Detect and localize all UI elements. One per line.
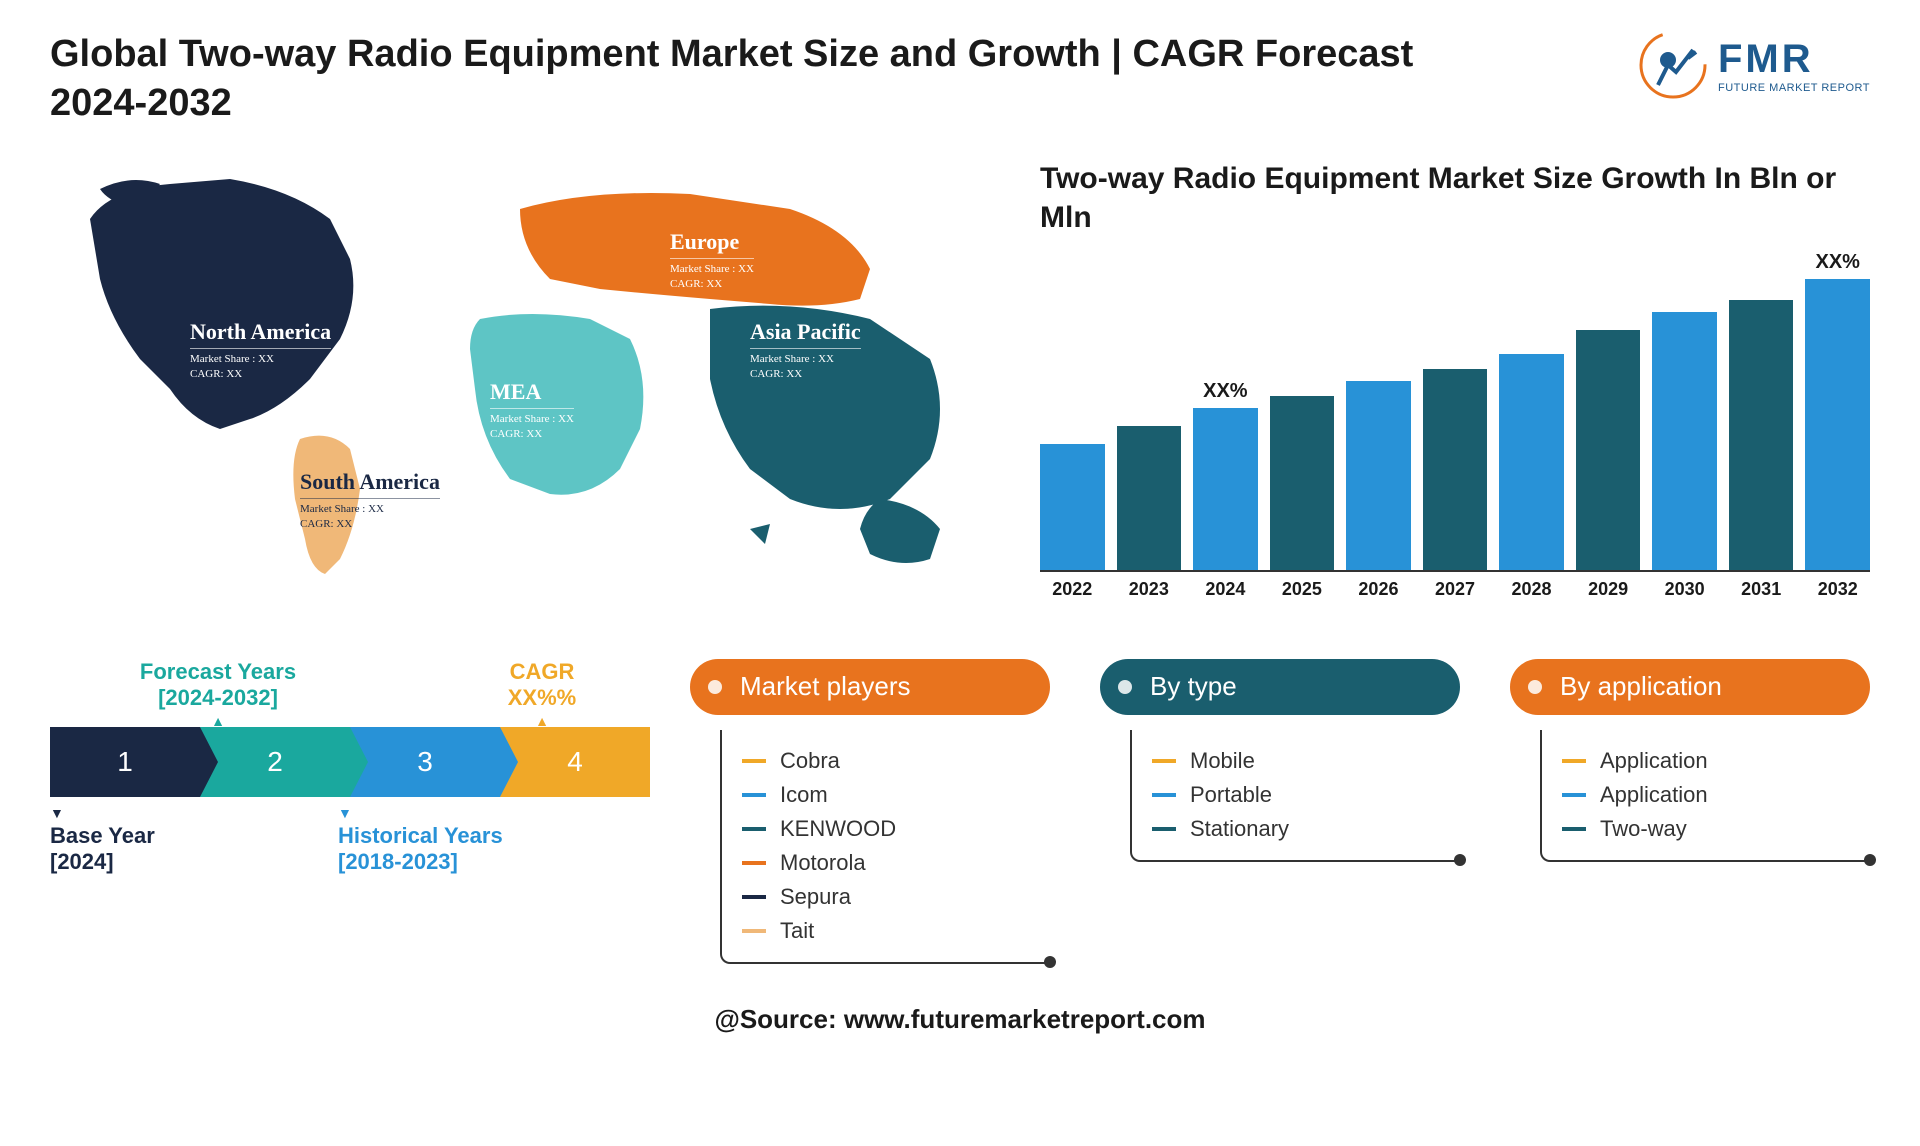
- category-item: Mobile: [1152, 748, 1460, 774]
- category-body: Application Application Two-way: [1540, 730, 1870, 862]
- bar: [1652, 312, 1717, 570]
- bar-item-2027: 2027: [1423, 369, 1488, 570]
- category-by-type: By type Mobile Portable Stationary: [1100, 659, 1460, 964]
- bar-year-label: 2032: [1818, 579, 1858, 600]
- category-item: Icom: [742, 782, 1050, 808]
- category-header: By application: [1510, 659, 1870, 715]
- category-item: Sepura: [742, 884, 1050, 910]
- logo-text-main: FMR: [1718, 37, 1870, 82]
- bar-year-label: 2026: [1358, 579, 1398, 600]
- category-body: Mobile Portable Stationary: [1130, 730, 1460, 862]
- bar-year-label: 2022: [1052, 579, 1092, 600]
- bar-item-2028: 2028: [1499, 354, 1564, 570]
- bar-year-label: 2030: [1665, 579, 1705, 600]
- header: Global Two-way Radio Equipment Market Si…: [50, 30, 1870, 129]
- bar-item-2029: 2029: [1576, 330, 1641, 570]
- region-label-south-america: South AmericaMarket Share : XXCAGR: XX: [300, 469, 440, 533]
- timeline-top-label: CAGRXX%%▲: [508, 659, 576, 729]
- logo-text-sub: FUTURE MARKET REPORT: [1718, 82, 1870, 94]
- bar: [1729, 300, 1794, 570]
- bar-year-label: 2024: [1205, 579, 1245, 600]
- bar: [1346, 381, 1411, 570]
- region-label-europe: EuropeMarket Share : XXCAGR: XX: [670, 229, 754, 293]
- timeline-segment-2: 2: [200, 727, 350, 797]
- bar-year-label: 2029: [1588, 579, 1628, 600]
- bar-item-2024: XX%2024: [1193, 408, 1258, 570]
- bar: [1117, 426, 1182, 570]
- category-item: Motorola: [742, 850, 1050, 876]
- bar: [1423, 369, 1488, 570]
- bar-item-2025: 2025: [1270, 396, 1335, 570]
- bar-item-2031: 2031: [1729, 300, 1794, 570]
- category-body: Cobra Icom KENWOOD Motorola Sepura Tait: [720, 730, 1050, 964]
- bar-year-label: 2028: [1512, 579, 1552, 600]
- category-header: Market players: [690, 659, 1050, 715]
- world-map: North AmericaMarket Share : XXCAGR: XX So…: [50, 159, 1000, 579]
- category-item: Tait: [742, 918, 1050, 944]
- bar: [1270, 396, 1335, 570]
- category-by-application: By application Application Application Two-…: [1510, 659, 1870, 964]
- bar-item-2032: XX%2032: [1805, 279, 1870, 570]
- timeline-segment-4: 4: [500, 727, 650, 797]
- timeline-section: Forecast Years[2024-2032]▲ CAGRXX%%▲ 1234…: [50, 659, 650, 964]
- category-item: Cobra: [742, 748, 1050, 774]
- timeline-bar: 1234: [50, 727, 650, 797]
- timeline-segment-1: 1: [50, 727, 200, 797]
- bar-year-label: 2025: [1282, 579, 1322, 600]
- category-section: Market players Cobra Icom KENWOOD Motorola Se…: [690, 659, 1870, 964]
- category-item: Application: [1562, 748, 1870, 774]
- category-market-players: Market players Cobra Icom KENWOOD Motorola Se…: [690, 659, 1050, 964]
- bar-year-label: 2023: [1129, 579, 1169, 600]
- category-item: Application: [1562, 782, 1870, 808]
- bar: [1576, 330, 1641, 570]
- bar-chart-section: Two-way Radio Equipment Market Size Grow…: [1040, 159, 1870, 579]
- region-label-asia-pacific: Asia PacificMarket Share : XXCAGR: XX: [750, 319, 861, 383]
- category-item: Two-way: [1562, 816, 1870, 842]
- bar-item-2026: 2026: [1346, 381, 1411, 570]
- category-item: Portable: [1152, 782, 1460, 808]
- category-item: KENWOOD: [742, 816, 1050, 842]
- timeline-segment-3: 3: [350, 727, 500, 797]
- bar-year-label: 2027: [1435, 579, 1475, 600]
- timeline-bottom-label: ▼Historical Years[2018-2023]: [338, 805, 503, 875]
- region-label-mea: MEAMarket Share : XXCAGR: XX: [490, 379, 574, 443]
- bar-item-2023: 2023: [1117, 426, 1182, 570]
- page-title: Global Two-way Radio Equipment Market Si…: [50, 30, 1450, 129]
- bar: [1040, 444, 1105, 570]
- bar-item-2030: 2030: [1652, 312, 1717, 570]
- timeline-top-label: Forecast Years[2024-2032]▲: [140, 659, 296, 729]
- source-attribution: @Source: www.futuremarketreport.com: [50, 1004, 1870, 1035]
- region-label-north-america: North AmericaMarket Share : XXCAGR: XX: [190, 319, 331, 383]
- bar: [1805, 279, 1870, 570]
- bar-item-2022: 2022: [1040, 444, 1105, 570]
- bar: [1499, 354, 1564, 570]
- timeline-bottom-label: ▼Base Year[2024]: [50, 805, 155, 875]
- bar: [1193, 408, 1258, 570]
- logo: FMR FUTURE MARKET REPORT: [1638, 30, 1870, 100]
- bar-chart: 20222023XX%20242025202620272028202920302…: [1040, 252, 1870, 572]
- bar-year-label: 2031: [1741, 579, 1781, 600]
- category-header: By type: [1100, 659, 1460, 715]
- region-north-america: [90, 179, 353, 429]
- chart-title: Two-way Radio Equipment Market Size Grow…: [1040, 159, 1870, 237]
- category-item: Stationary: [1152, 816, 1460, 842]
- logo-icon: [1638, 30, 1708, 100]
